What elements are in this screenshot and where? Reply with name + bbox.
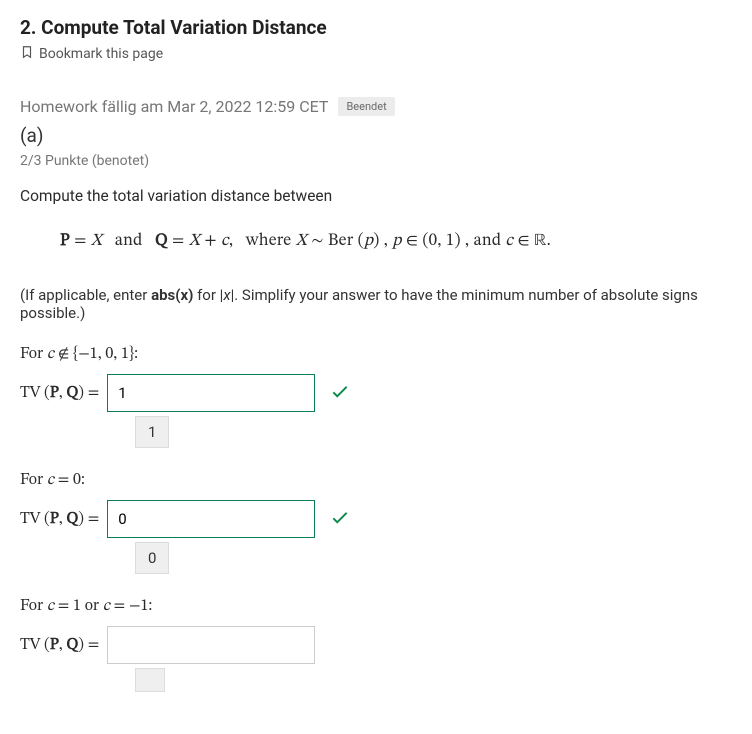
due-text: Homework fällig am Mar 2, 2022 12:59 CET <box>20 97 328 116</box>
tv-label: TV (P, Q) = <box>20 635 101 655</box>
solution-value: 0 <box>135 542 169 574</box>
tv-label: TV (P, Q) = <box>20 383 101 403</box>
prompt-text: Compute the total variation distance bet… <box>20 187 732 205</box>
solution-box: 1 <box>135 416 732 448</box>
solution-box <box>135 668 732 696</box>
solution-box: 0 <box>135 542 732 574</box>
solution-value <box>135 668 165 692</box>
input-hint: (If applicable, enter abs(x) for |x|. Si… <box>20 286 732 322</box>
answer-row: TV (P, Q) = <box>20 500 732 538</box>
check-icon <box>329 506 351 532</box>
answer-input[interactable] <box>107 626 315 664</box>
case-condition: For c ∉ {−1, 0, 1}: <box>20 344 732 364</box>
part-label: (a) <box>20 124 732 147</box>
bookmark-icon <box>20 45 34 63</box>
answer-row: TV (P, Q) = <box>20 374 732 412</box>
tv-label: TV (P, Q) = <box>20 509 101 529</box>
check-icon <box>329 380 351 406</box>
case-condition: For c = 1 or c = −1: <box>20 596 732 616</box>
bookmark-link[interactable]: Bookmark this page <box>20 45 163 63</box>
points-text: 2/3 Punkte (benotet) <box>20 153 732 169</box>
solution-value: 1 <box>135 416 169 448</box>
page-title: 2. Compute Total Variation Distance <box>20 16 732 39</box>
answer-input[interactable] <box>107 500 315 538</box>
case-condition: For c = 0: <box>20 470 732 490</box>
math-definition: P = X and Q = X + c, where X ∼ Ber (p) ,… <box>60 231 732 252</box>
answer-row: TV (P, Q) = <box>20 626 732 664</box>
answer-input[interactable] <box>107 374 315 412</box>
status-badge: Beendet <box>338 97 394 116</box>
due-row: Homework fällig am Mar 2, 2022 12:59 CET… <box>20 97 732 116</box>
bookmark-label: Bookmark this page <box>39 46 163 62</box>
